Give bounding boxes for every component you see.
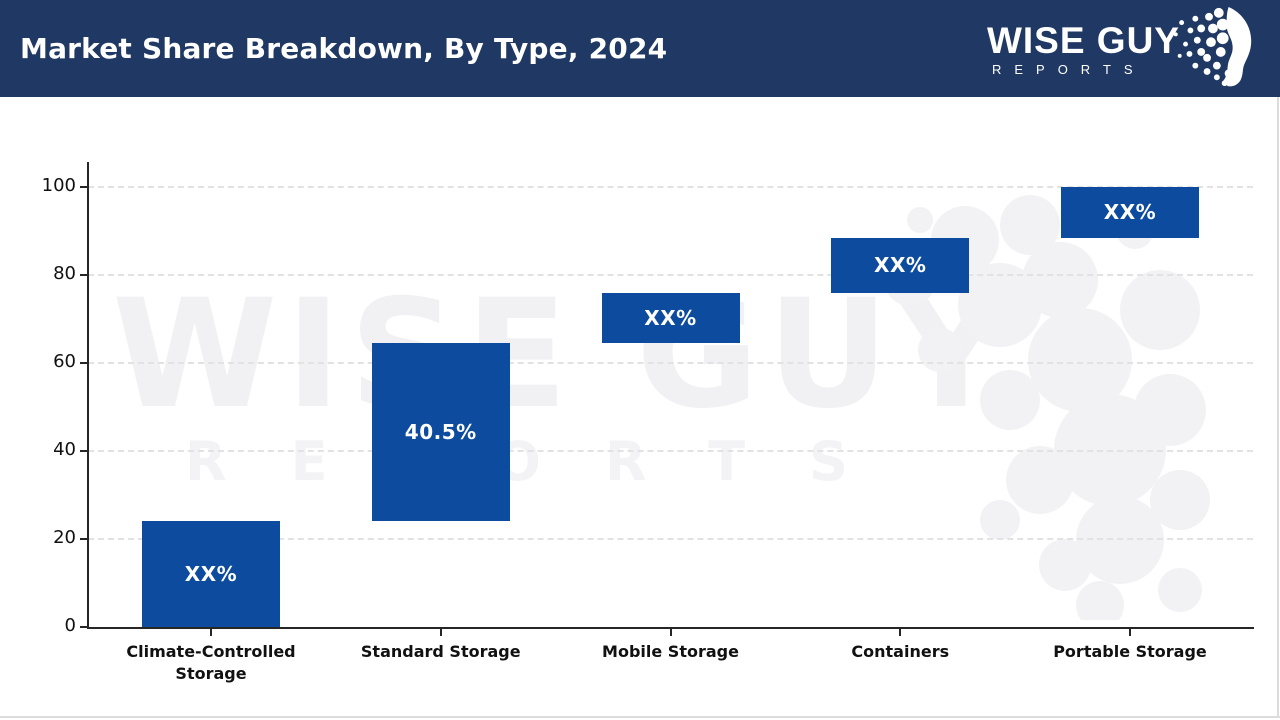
gridline-100: [88, 186, 1253, 188]
logo-wordmark: WISE GUY: [986, 19, 1180, 61]
bar-value-label: 40.5%: [404, 420, 477, 445]
x-axis-tick-mark: [439, 629, 442, 636]
y-axis-tick-mark: [80, 626, 88, 628]
y-axis-tick-label: 100: [41, 175, 76, 196]
x-axis-spine: [87, 627, 1254, 629]
right-border: [1277, 97, 1279, 716]
x-axis-tick-mark: [1129, 629, 1131, 636]
bar-value-label: XX%: [644, 305, 697, 330]
watermark-wordmark: WISE GUY: [112, 268, 1014, 442]
x-axis-category-label-climate-controlled-storage: Climate-Controlled Storage: [126, 642, 296, 683]
page-title: Market Share Breakdown, By Type, 2024: [20, 32, 668, 65]
x-axis-tick-mark: [669, 629, 672, 636]
wiseguy-logo-text: WISE GUY REPORTS: [987, 22, 1180, 76]
y-axis-tick-label: 20: [53, 527, 76, 548]
gridline-20: [88, 538, 1253, 540]
y-axis-tick-label: 80: [53, 263, 76, 284]
header-bar: Market Share Breakdown, By Type, 2024 WI…: [0, 0, 1280, 97]
y-axis-spine: [87, 162, 89, 629]
watermark-subtitle: REPORTS: [185, 430, 912, 493]
x-axis-category-label-mobile-storage: Mobile Storage: [602, 642, 739, 661]
bar-value-label: XX%: [184, 562, 238, 587]
bar-value-label: XX%: [874, 253, 927, 278]
gridline-40: [88, 450, 1253, 452]
y-axis-tick-label: 60: [53, 351, 76, 372]
y-axis-tick-mark: [80, 274, 88, 276]
bar-containers: XX%: [831, 237, 970, 293]
gridline-60: [88, 362, 1253, 364]
y-axis-tick-mark: [80, 186, 88, 188]
gridline-80: [88, 274, 1253, 276]
y-axis-tick-mark: [80, 450, 88, 452]
bar-value-label: XX%: [1103, 200, 1157, 225]
wiseguy-logo: WISE GUY REPORTS: [987, 5, 1254, 93]
bar-portable-storage: XX%: [1061, 187, 1199, 238]
y-axis-tick-label: 40: [53, 439, 76, 460]
x-axis-category-label-portable-storage: Portable Storage: [1053, 642, 1207, 661]
logo-subtitle: REPORTS: [991, 61, 1146, 77]
bottom-border: [0, 716, 1280, 718]
wiseguy-face-icon: [1173, 6, 1252, 86]
bar-climate-controlled-storage: XX%: [142, 521, 280, 627]
bar-mobile-storage: XX%: [601, 292, 740, 344]
x-axis-tick-mark: [210, 629, 212, 636]
x-axis-category-label-containers: Containers: [851, 642, 950, 661]
x-axis-category-label-standard-storage: Standard Storage: [360, 642, 521, 661]
y-axis-tick-mark: [80, 362, 88, 364]
y-axis-tick-label: 0: [64, 615, 76, 636]
y-axis-tick-mark: [80, 538, 88, 540]
x-axis-tick-mark: [899, 629, 902, 636]
bar-standard-storage: 40.5%: [371, 343, 510, 522]
